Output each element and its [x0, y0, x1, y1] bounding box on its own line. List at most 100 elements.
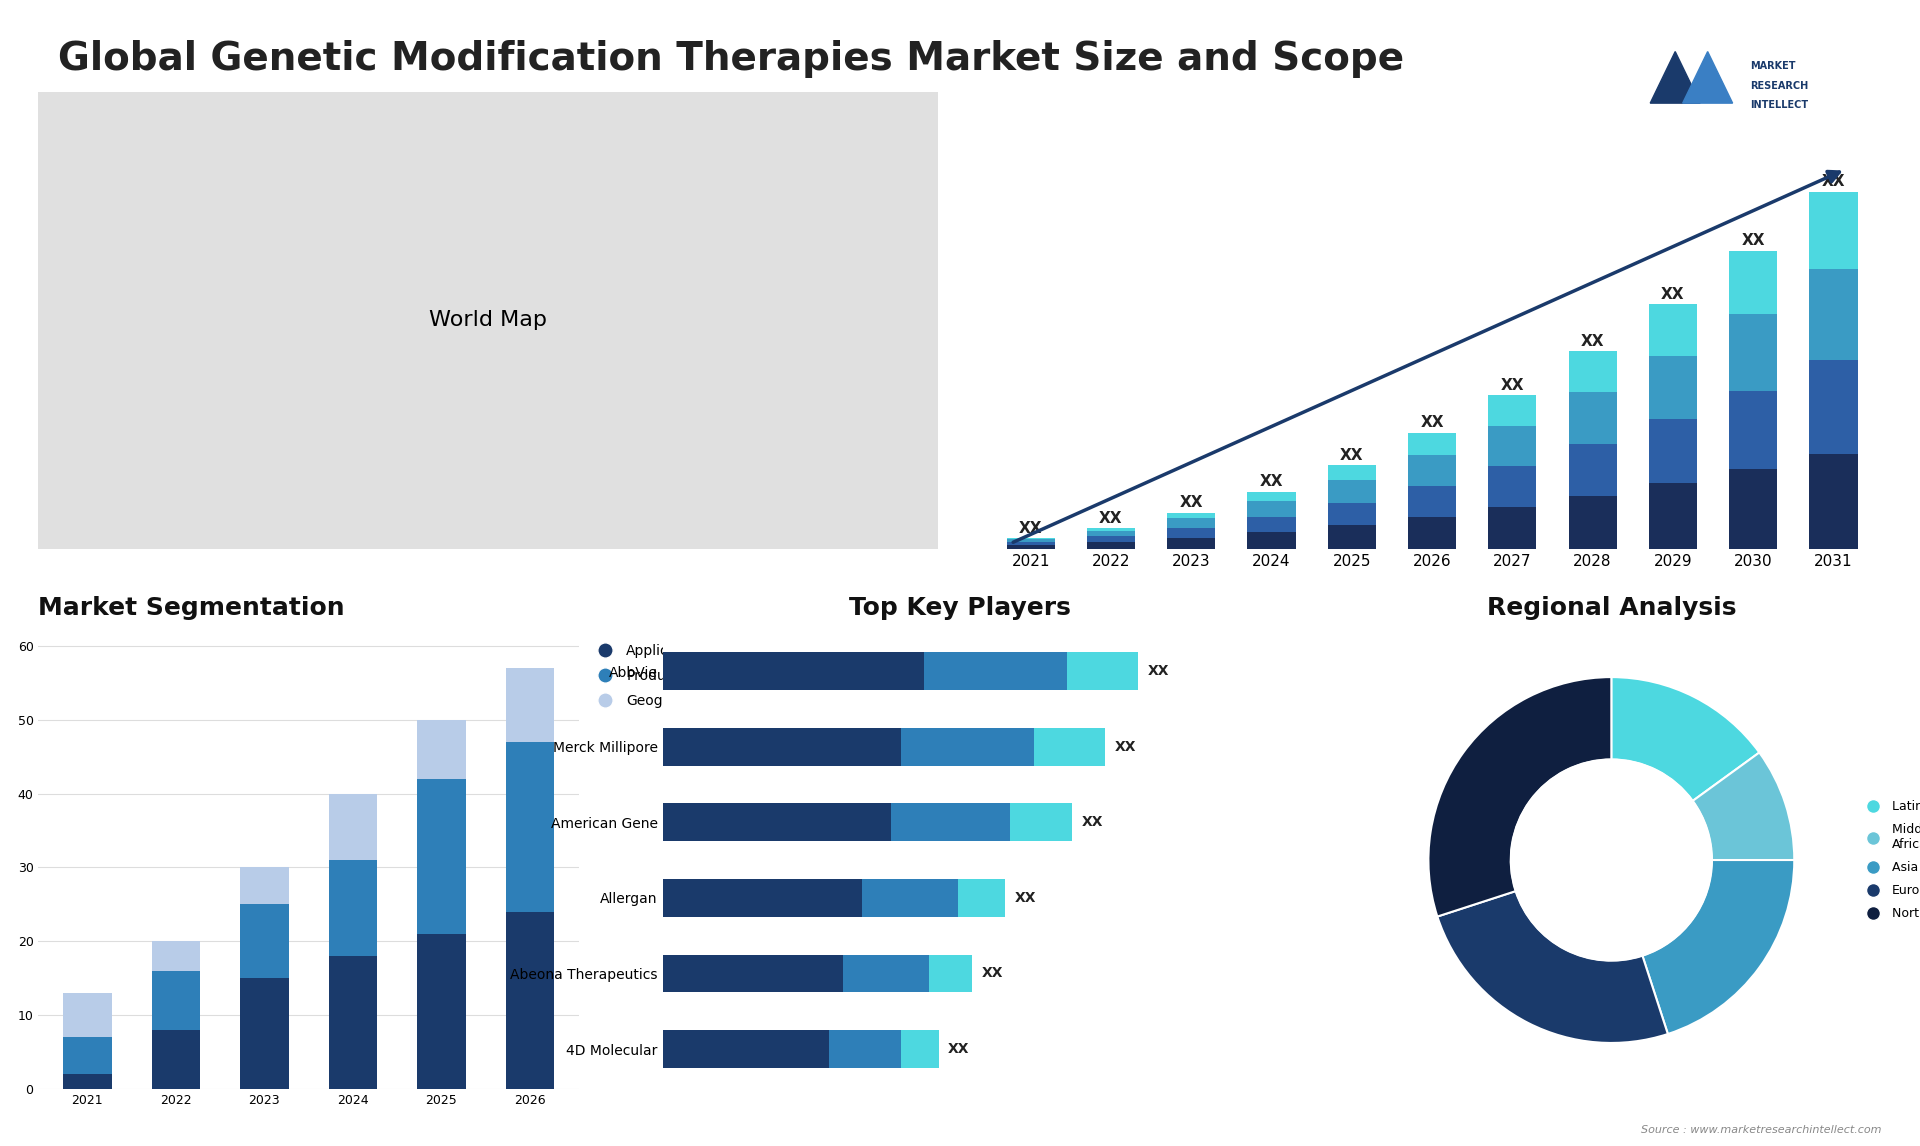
- Bar: [505, 668, 555, 741]
- Bar: [662, 1030, 829, 1068]
- Bar: [1087, 536, 1135, 542]
- Text: XX: XX: [1741, 234, 1764, 249]
- Bar: [1327, 465, 1377, 480]
- Wedge shape: [1693, 753, 1795, 860]
- Bar: [1033, 728, 1106, 766]
- Text: XX: XX: [1020, 520, 1043, 535]
- Bar: [1730, 469, 1778, 549]
- Polygon shape: [1682, 52, 1732, 103]
- Bar: [1327, 480, 1377, 503]
- Bar: [240, 978, 288, 1089]
- Bar: [63, 1037, 111, 1074]
- Text: XX: XX: [1661, 286, 1684, 301]
- Bar: [1248, 517, 1296, 532]
- Title: Regional Analysis: Regional Analysis: [1486, 596, 1736, 620]
- Bar: [1649, 418, 1697, 484]
- Bar: [1087, 531, 1135, 536]
- Bar: [891, 803, 1010, 841]
- Bar: [1730, 251, 1778, 314]
- Bar: [1327, 503, 1377, 525]
- Bar: [1407, 433, 1455, 455]
- Bar: [1569, 444, 1617, 496]
- Text: World Map: World Map: [428, 311, 547, 330]
- Bar: [1167, 518, 1215, 528]
- Bar: [662, 803, 891, 841]
- Bar: [417, 720, 467, 779]
- Bar: [1488, 466, 1536, 507]
- Bar: [328, 794, 378, 860]
- Bar: [1488, 507, 1536, 549]
- Text: XX: XX: [1081, 815, 1102, 830]
- Bar: [1248, 532, 1296, 549]
- Text: XX: XX: [1116, 739, 1137, 754]
- Bar: [1167, 528, 1215, 537]
- Bar: [662, 955, 843, 992]
- Bar: [662, 652, 924, 690]
- Bar: [843, 955, 929, 992]
- Bar: [1649, 304, 1697, 355]
- Bar: [1006, 544, 1054, 549]
- Text: XX: XX: [1501, 378, 1524, 393]
- Bar: [152, 941, 200, 971]
- Bar: [152, 971, 200, 1030]
- Text: MARKET: MARKET: [1751, 62, 1795, 71]
- Bar: [862, 879, 958, 917]
- Bar: [1488, 425, 1536, 466]
- Bar: [1809, 360, 1857, 454]
- Circle shape: [1511, 760, 1713, 960]
- Text: XX: XX: [1260, 474, 1283, 489]
- Bar: [924, 652, 1068, 690]
- Bar: [1407, 455, 1455, 486]
- Bar: [1809, 191, 1857, 269]
- Bar: [1730, 314, 1778, 391]
- Text: XX: XX: [948, 1042, 970, 1055]
- Bar: [1006, 540, 1054, 542]
- Bar: [240, 904, 288, 978]
- Bar: [1167, 512, 1215, 518]
- Bar: [1569, 352, 1617, 392]
- Bar: [958, 879, 1006, 917]
- Bar: [240, 868, 288, 904]
- Bar: [1407, 517, 1455, 549]
- Text: XX: XX: [1148, 664, 1169, 678]
- Legend: Latin America, Middle East &
Africa, Asia Pacific, Europe, North America: Latin America, Middle East & Africa, Asi…: [1855, 795, 1920, 925]
- Bar: [1167, 537, 1215, 549]
- Bar: [900, 728, 1033, 766]
- Bar: [929, 955, 972, 992]
- Bar: [152, 1030, 200, 1089]
- Text: Source : www.marketresearchintellect.com: Source : www.marketresearchintellect.com: [1642, 1124, 1882, 1135]
- Bar: [1248, 492, 1296, 502]
- Bar: [505, 741, 555, 912]
- Bar: [1087, 528, 1135, 531]
- Bar: [63, 992, 111, 1037]
- Bar: [328, 860, 378, 956]
- Text: XX: XX: [1098, 511, 1123, 526]
- Text: XX: XX: [1580, 335, 1605, 350]
- Bar: [1068, 652, 1139, 690]
- Text: Global Genetic Modification Therapies Market Size and Scope: Global Genetic Modification Therapies Ma…: [58, 40, 1404, 78]
- Bar: [1649, 355, 1697, 418]
- Bar: [1488, 395, 1536, 425]
- Text: XX: XX: [1421, 416, 1444, 431]
- Wedge shape: [1611, 677, 1759, 801]
- Bar: [1248, 502, 1296, 517]
- Text: Market Segmentation: Market Segmentation: [38, 596, 346, 620]
- Bar: [505, 912, 555, 1089]
- Bar: [1569, 496, 1617, 549]
- Bar: [417, 779, 467, 934]
- Bar: [1569, 392, 1617, 444]
- Bar: [1809, 269, 1857, 360]
- Bar: [1649, 484, 1697, 549]
- Bar: [829, 1030, 900, 1068]
- Wedge shape: [1642, 860, 1795, 1034]
- Bar: [662, 728, 900, 766]
- Text: XX: XX: [1822, 174, 1845, 189]
- Legend: Application, Product, Geography: Application, Product, Geography: [586, 638, 710, 714]
- Bar: [1006, 542, 1054, 544]
- Text: XX: XX: [1340, 448, 1363, 463]
- Text: XX: XX: [1179, 495, 1204, 510]
- Bar: [1010, 803, 1071, 841]
- Bar: [328, 956, 378, 1089]
- Text: XX: XX: [1014, 890, 1037, 905]
- Title: Top Key Players: Top Key Players: [849, 596, 1071, 620]
